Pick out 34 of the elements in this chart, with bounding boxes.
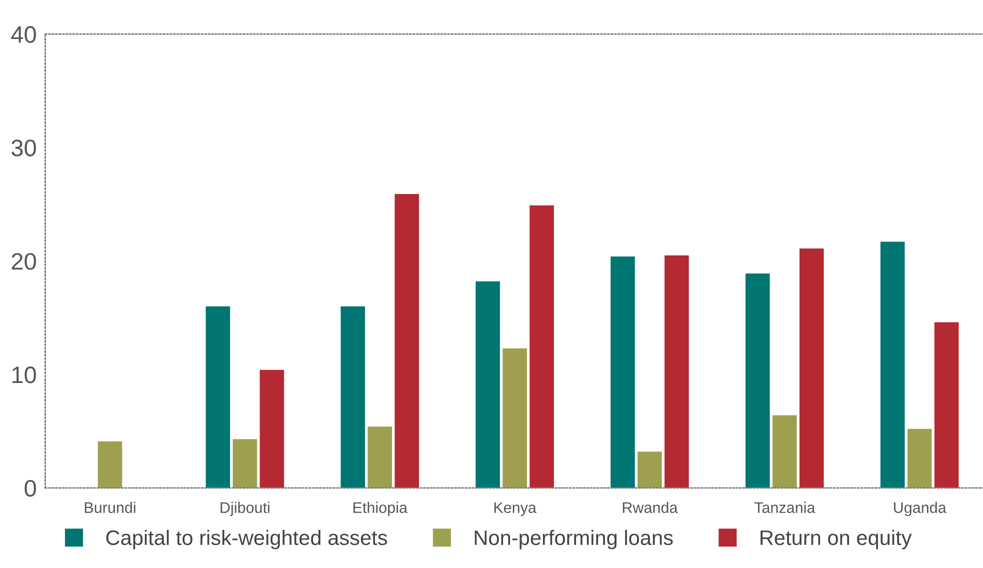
legend-label: Non-performing loans <box>474 530 673 550</box>
bar <box>610 256 635 488</box>
y-tick-label: 20 <box>12 253 36 270</box>
legend-label: Return on equity <box>760 530 912 550</box>
x-tick-label: Kenya <box>494 502 536 516</box>
bar <box>664 255 689 488</box>
bar <box>799 248 824 488</box>
bar <box>772 415 797 488</box>
bar <box>476 281 500 488</box>
bar <box>206 306 230 488</box>
y-tick-label: 0 <box>24 480 36 497</box>
bar <box>98 441 122 488</box>
bar <box>232 439 258 488</box>
bar <box>502 348 527 488</box>
bar <box>260 370 284 488</box>
bar <box>394 194 419 488</box>
x-tick-label: Uganda <box>894 502 946 516</box>
y-tick-label: 40 <box>11 26 36 43</box>
bar <box>340 306 366 488</box>
bar <box>368 426 392 488</box>
bar <box>934 322 959 488</box>
x-tick-label: Rwanda <box>622 502 678 514</box>
bar <box>530 205 554 488</box>
y-tick-label: 30 <box>12 140 36 156</box>
x-tick-label: Burundi <box>84 502 136 514</box>
bar <box>746 273 770 488</box>
x-tick-label: Djibouti <box>220 502 270 516</box>
bar <box>638 452 662 488</box>
x-tick-label: Ethiopia <box>354 502 408 516</box>
legend-label: Capital to risk-weighted assets <box>106 530 388 550</box>
bar <box>880 242 905 488</box>
bar <box>907 428 932 488</box>
y-tick-label: 10 <box>12 366 36 384</box>
x-tick-label: Tanzania <box>754 502 816 514</box>
